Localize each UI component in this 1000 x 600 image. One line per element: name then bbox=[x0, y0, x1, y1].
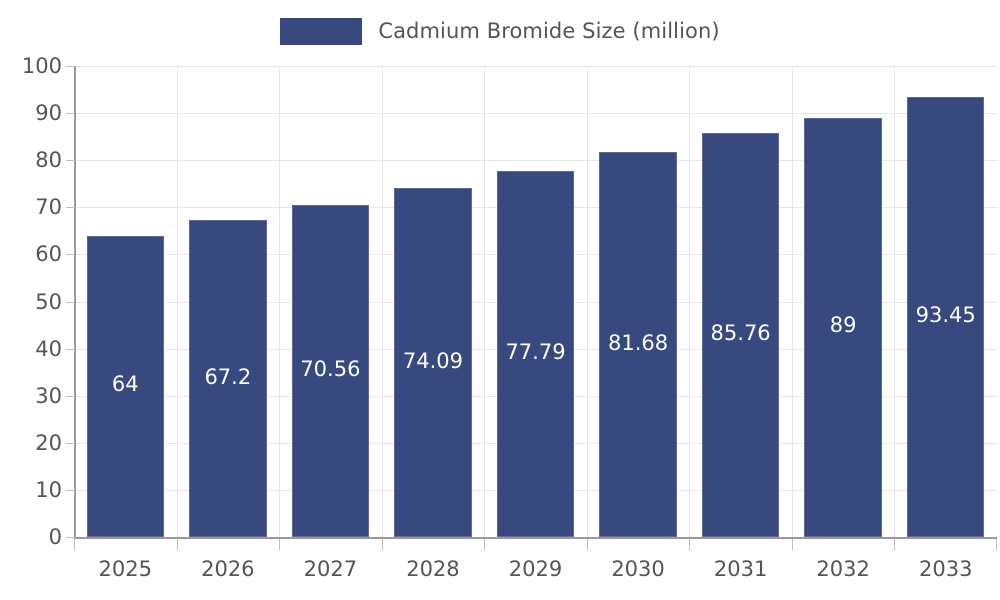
x-axis-tick bbox=[587, 539, 588, 550]
y-axis-tick-label: 50 bbox=[35, 289, 62, 314]
bar[interactable] bbox=[189, 220, 267, 537]
x-axis-tick bbox=[996, 539, 997, 550]
y-axis-tick bbox=[66, 537, 75, 538]
bar[interactable] bbox=[804, 117, 882, 537]
y-axis-tick-label: 60 bbox=[35, 242, 62, 267]
bar[interactable] bbox=[907, 96, 985, 537]
y-axis-tick bbox=[66, 160, 75, 162]
bar[interactable] bbox=[701, 133, 780, 537]
plot-area bbox=[74, 66, 997, 538]
x-axis-tick-label: 2030 bbox=[611, 557, 665, 581]
y-axis-tick-label: 40 bbox=[35, 336, 62, 361]
y-axis-tick-label: 70 bbox=[35, 195, 62, 220]
gridline-vertical bbox=[587, 66, 588, 537]
x-axis-tick-label: 2027 bbox=[303, 557, 358, 581]
x-axis-tick bbox=[689, 539, 690, 550]
y-axis-tick-label: 100 bbox=[21, 54, 62, 78]
gridline-horizontal bbox=[74, 113, 997, 115]
y-axis-tick-label: 30 bbox=[35, 383, 62, 408]
bar[interactable] bbox=[496, 170, 575, 537]
y-axis-tick-label: 0 bbox=[48, 525, 62, 549]
x-axis-tick-label: 2028 bbox=[406, 557, 460, 581]
x-axis-tick bbox=[74, 539, 75, 550]
x-axis-tick bbox=[177, 539, 178, 550]
gridline-vertical bbox=[279, 66, 280, 537]
gridline-horizontal bbox=[74, 160, 997, 162]
y-axis-tick-label: 20 bbox=[35, 430, 62, 455]
x-axis-tick-label: 2031 bbox=[713, 557, 768, 581]
x-axis-tick bbox=[894, 539, 895, 550]
x-axis-tick-label: 2033 bbox=[918, 557, 973, 581]
y-axis-tick bbox=[66, 254, 75, 256]
y-axis-tick-label: 10 bbox=[35, 477, 62, 502]
legend-label-cadmium-bromide-size[interactable]: Cadmium Bromide Size (million) bbox=[378, 19, 720, 43]
y-axis-tick bbox=[66, 442, 75, 444]
y-axis-tick bbox=[66, 66, 75, 67]
bar[interactable] bbox=[599, 152, 677, 537]
gridline-vertical bbox=[382, 66, 383, 537]
y-axis-tick bbox=[66, 395, 75, 397]
y-axis-tick bbox=[66, 301, 75, 303]
x-axis-tick-label: 2032 bbox=[816, 557, 870, 581]
y-axis-tick-label: 90 bbox=[35, 101, 62, 126]
x-axis-tick bbox=[484, 539, 485, 550]
gridline-vertical bbox=[792, 66, 793, 537]
gridline-vertical bbox=[689, 66, 690, 537]
y-axis-tick bbox=[66, 348, 75, 350]
bar[interactable] bbox=[291, 204, 370, 537]
x-axis-line bbox=[74, 537, 997, 539]
y-axis-tick bbox=[66, 207, 75, 209]
x-axis-tick bbox=[792, 539, 793, 550]
gridline-vertical bbox=[894, 66, 895, 537]
y-axis-tick bbox=[66, 113, 75, 115]
bar[interactable] bbox=[86, 235, 164, 537]
bar[interactable] bbox=[394, 188, 472, 537]
x-axis-tick-label: 2029 bbox=[508, 557, 563, 581]
x-axis-tick-label: 2026 bbox=[201, 557, 255, 581]
y-axis-tick-label: 80 bbox=[35, 148, 62, 173]
chart-legend: Cadmium Bromide Size (million) bbox=[0, 10, 1000, 52]
y-axis-tick bbox=[66, 489, 75, 491]
x-axis-tick bbox=[382, 539, 383, 550]
x-axis-tick-label: 2025 bbox=[98, 557, 152, 581]
gridline-vertical bbox=[177, 66, 178, 537]
y-axis-line bbox=[74, 66, 76, 538]
gridline-vertical bbox=[484, 66, 485, 537]
x-axis-tick bbox=[279, 539, 280, 550]
gridline-horizontal bbox=[74, 66, 997, 67]
legend-swatch-cadmium-bromide-size[interactable] bbox=[280, 17, 363, 45]
